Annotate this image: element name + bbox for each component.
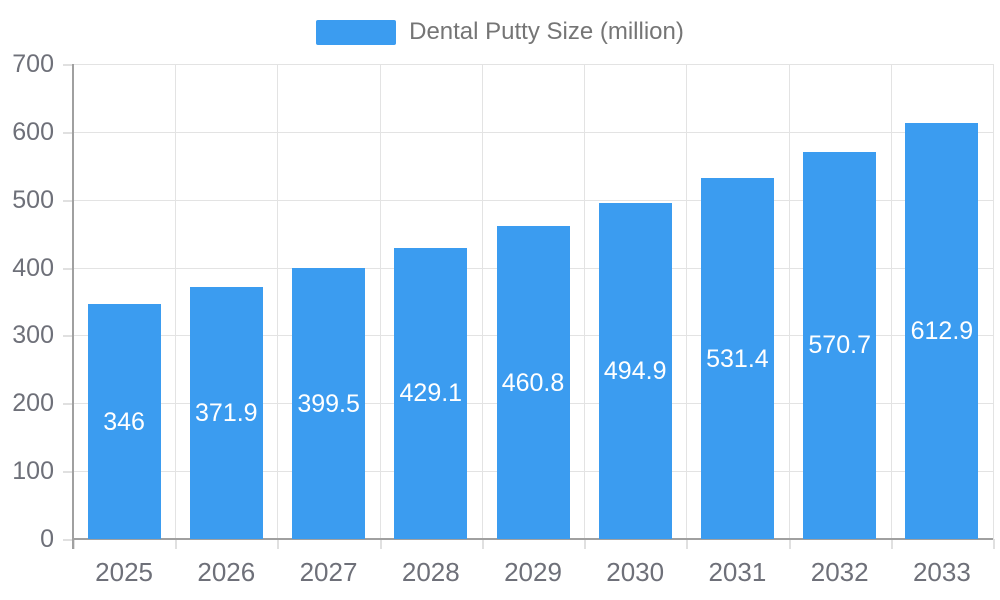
bar-value-label: 429.1 <box>399 379 463 408</box>
x-axis-tick <box>993 539 995 549</box>
bar-2032 <box>803 151 877 539</box>
y-axis-tick <box>63 200 73 202</box>
gridline-vertical <box>789 64 790 539</box>
gridline-horizontal <box>73 64 993 65</box>
y-axis-tick-label: 0 <box>40 525 54 553</box>
x-axis-tick <box>380 539 382 549</box>
bar-value-label: 612.9 <box>910 317 974 346</box>
x-axis-tick <box>73 539 75 549</box>
y-axis-tick-label: 400 <box>12 254 54 282</box>
x-axis-tick <box>482 539 484 549</box>
bar-2028 <box>394 247 468 539</box>
bar-2031 <box>700 178 774 539</box>
x-axis-tick <box>686 539 688 549</box>
x-axis-tick-label: 2029 <box>504 557 562 587</box>
x-axis-tick <box>175 539 177 549</box>
gridline-vertical <box>584 64 585 539</box>
bar-value-label: 371.9 <box>195 398 258 427</box>
x-axis-tick-label: 2030 <box>606 557 665 587</box>
x-axis-tick-label: 2028 <box>401 557 460 587</box>
x-axis-line <box>72 538 993 540</box>
x-axis-tick <box>584 539 586 549</box>
legend-swatch <box>316 19 397 45</box>
legend-label: Dental Putty Size (million) <box>409 18 684 45</box>
gridline-vertical <box>277 64 278 539</box>
bar-value-label: 460.8 <box>501 368 565 397</box>
gridline-vertical <box>175 64 176 539</box>
gridline-horizontal <box>73 200 993 201</box>
y-axis-tick <box>63 539 73 541</box>
bar-value-label: 531.4 <box>706 344 769 373</box>
gridline-horizontal <box>73 132 993 133</box>
x-axis-tick <box>789 539 791 549</box>
bar-value-label: 399.5 <box>297 389 360 418</box>
x-axis-tick-label: 2026 <box>197 557 256 587</box>
y-axis-tick <box>63 335 73 337</box>
bar-2030 <box>598 203 672 539</box>
bar-2026 <box>189 286 263 539</box>
bar-value-label: 494.9 <box>603 357 667 386</box>
x-axis-tick-label: 2032 <box>810 557 869 587</box>
y-axis-tick <box>63 132 73 134</box>
bar-2027 <box>292 267 366 539</box>
y-axis-line <box>72 64 74 549</box>
y-axis-tick-label: 600 <box>12 118 54 146</box>
bar-value-label: 570.7 <box>808 331 871 360</box>
gridline-vertical <box>482 64 483 539</box>
y-axis-tick-label: 700 <box>12 50 54 78</box>
x-axis-tick-label: 2025 <box>95 557 154 587</box>
x-axis-tick-label: 2033 <box>912 557 971 587</box>
x-axis-tick <box>891 539 893 549</box>
bar-2029 <box>496 226 570 539</box>
y-axis-tick <box>63 403 73 405</box>
y-axis-tick <box>63 268 73 270</box>
gridline-vertical <box>380 64 381 539</box>
y-axis-tick <box>63 64 73 66</box>
bar-2033 <box>905 123 979 539</box>
bar-value-label: 346 <box>103 407 145 436</box>
y-axis-tick-label: 300 <box>12 321 54 349</box>
y-axis-tick-label: 100 <box>12 457 54 485</box>
y-axis-tick-label: 500 <box>12 186 54 214</box>
x-axis-tick-label: 2027 <box>299 557 358 587</box>
legend-item[interactable]: Dental Putty Size (million) <box>0 17 1000 47</box>
y-axis-tick-label: 200 <box>12 389 54 417</box>
x-axis-tick <box>277 539 279 549</box>
y-axis-tick <box>63 471 73 473</box>
gridline-vertical <box>993 64 994 539</box>
gridline-vertical <box>686 64 687 539</box>
x-axis-tick-label: 2031 <box>708 557 767 587</box>
bar-2025 <box>87 304 161 539</box>
gridline-vertical <box>891 64 892 539</box>
